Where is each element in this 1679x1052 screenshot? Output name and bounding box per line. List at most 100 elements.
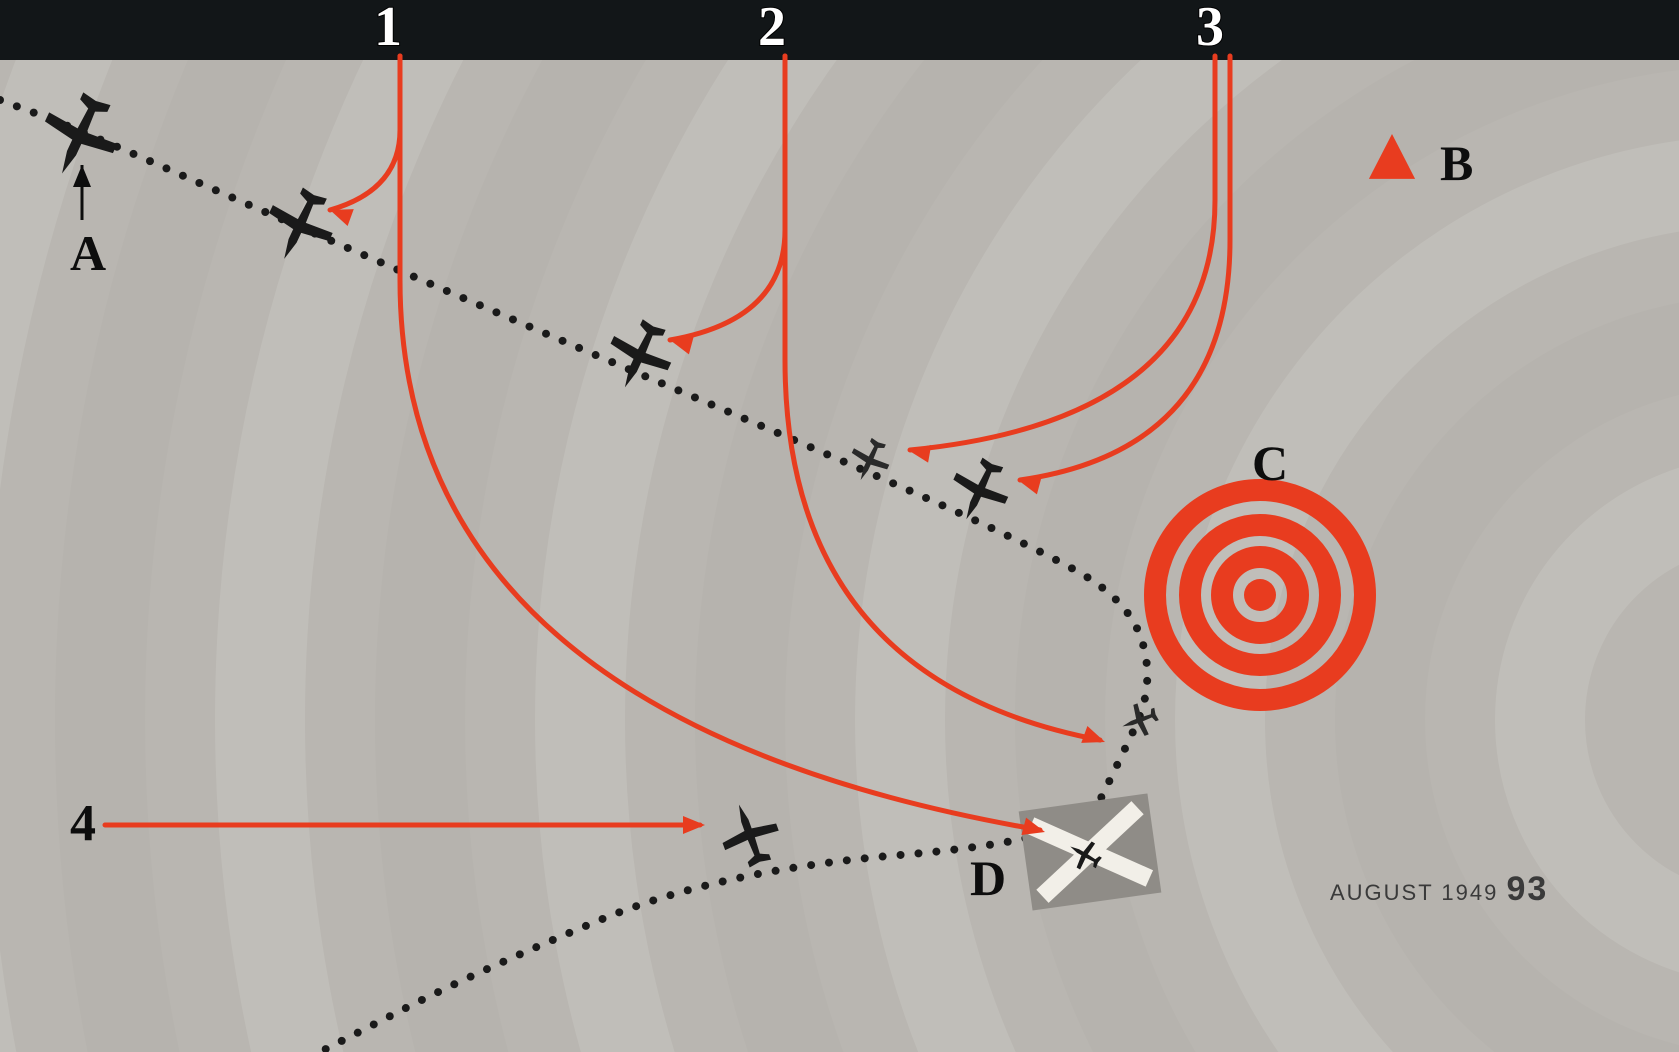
path-dot: [825, 859, 833, 867]
path-dot: [897, 851, 905, 859]
label-d: D: [970, 850, 1006, 906]
path-dot: [1124, 609, 1132, 617]
diagram-root: 1 2 3 4 A B C D AUGUST 1949 93: [0, 0, 1679, 1052]
path-dot: [483, 965, 491, 973]
path-dot: [146, 157, 154, 165]
path-dot: [615, 908, 623, 916]
path-dot: [129, 150, 137, 158]
path-dot: [754, 870, 762, 878]
path-dot: [492, 308, 500, 316]
label-1: 1: [374, 0, 402, 58]
path-dot: [807, 443, 815, 451]
path-dot: [757, 422, 765, 430]
path-dot: [1112, 595, 1120, 603]
path-dot: [565, 929, 573, 937]
path-dot: [1133, 624, 1141, 632]
path-dot: [1129, 728, 1137, 736]
target-c: [1155, 490, 1365, 700]
path-dot: [1141, 695, 1149, 703]
path-dot: [987, 524, 995, 532]
path-dot: [532, 943, 540, 951]
path-dot: [741, 415, 749, 423]
path-dot: [370, 1020, 378, 1028]
path-dot: [807, 861, 815, 869]
label-2: 2: [758, 0, 786, 58]
path-dot: [707, 401, 715, 409]
path-dot: [1020, 540, 1028, 548]
path-dot: [1068, 564, 1076, 572]
path-dot: [386, 1012, 394, 1020]
airport-d: [1019, 793, 1162, 910]
path-dot: [559, 337, 567, 345]
path-dot: [724, 408, 732, 416]
path-dot: [575, 344, 583, 352]
path-dot: [823, 450, 831, 458]
path-dot: [938, 501, 946, 509]
top-band: [0, 0, 1679, 60]
path-dot: [467, 973, 475, 981]
label-c: C: [1252, 435, 1288, 491]
path-dot: [873, 472, 881, 480]
path-dot: [1004, 838, 1012, 846]
path-dot: [736, 874, 744, 882]
path-dot: [582, 922, 590, 930]
diagram-svg: 1 2 3 4 A B C D AUGUST 1949 93: [0, 0, 1679, 1052]
path-dot: [658, 379, 666, 387]
path-dot: [228, 194, 236, 202]
path-dot: [1105, 777, 1113, 785]
label-b: B: [1440, 135, 1473, 191]
path-dot: [261, 208, 269, 216]
path-dot: [338, 1037, 346, 1045]
path-dot: [13, 102, 21, 110]
path-dot: [649, 896, 657, 904]
path-dot: [599, 915, 607, 923]
path-dot: [914, 849, 922, 857]
footer-month: AUGUST 1949: [1330, 880, 1506, 905]
path-dot: [1052, 556, 1060, 564]
path-dot: [212, 186, 220, 194]
path-dot: [774, 429, 782, 437]
path-dot: [861, 854, 869, 862]
footer-page: 93: [1506, 870, 1548, 908]
path-dot: [879, 853, 887, 861]
path-dot: [459, 294, 467, 302]
path-dot: [516, 950, 524, 958]
path-dot: [608, 358, 616, 366]
label-4: 4: [70, 795, 96, 852]
path-dot: [410, 273, 418, 281]
path-dot: [402, 1004, 410, 1012]
path-dot: [889, 479, 897, 487]
path-dot: [772, 867, 780, 875]
path-dot: [843, 856, 851, 864]
path-dot: [1098, 584, 1106, 592]
path-dot: [632, 902, 640, 910]
path-dot: [360, 251, 368, 259]
path-dot: [1121, 745, 1129, 753]
path-dot: [906, 487, 914, 495]
path-dot: [1113, 761, 1121, 769]
path-dot: [674, 386, 682, 394]
path-dot: [195, 179, 203, 187]
path-dot: [542, 330, 550, 338]
path-dot: [354, 1029, 362, 1037]
path-dot: [1004, 532, 1012, 540]
path-dot: [592, 351, 600, 359]
path-dot: [1083, 573, 1091, 581]
path-dot: [476, 301, 484, 309]
path-dot: [509, 315, 517, 323]
path-dot: [932, 848, 940, 856]
path-dot: [549, 936, 557, 944]
path-dot: [840, 458, 848, 466]
path-dot: [426, 280, 434, 288]
path-dot: [525, 323, 533, 331]
path-dot: [684, 886, 692, 894]
path-dot: [418, 996, 426, 1004]
label-3: 3: [1196, 0, 1224, 58]
path-dot: [162, 164, 170, 172]
path-dot: [443, 287, 451, 295]
path-dot: [1036, 548, 1044, 556]
label-a: A: [70, 225, 106, 281]
path-dot: [30, 109, 38, 117]
path-dot: [955, 509, 963, 517]
path-dot: [986, 841, 994, 849]
